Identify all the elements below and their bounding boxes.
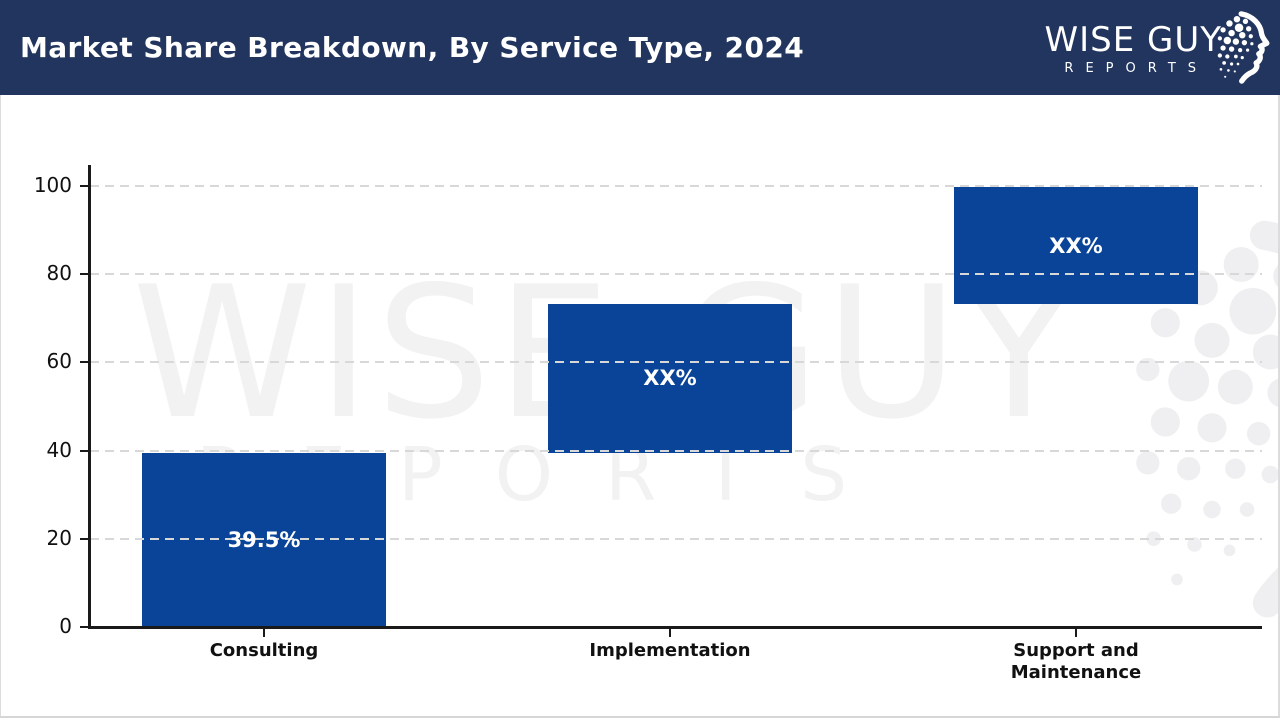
gridline-20 xyxy=(90,537,1262,540)
y-tick-label: 60 xyxy=(46,349,72,374)
x-category-label-implementation: Implementation xyxy=(589,640,751,661)
x-tick xyxy=(263,628,265,637)
y-tick xyxy=(80,361,88,364)
bar-value-label: XX% xyxy=(1049,233,1103,258)
y-tick-label: 80 xyxy=(46,261,72,286)
gridline-100 xyxy=(90,185,1262,187)
y-tick xyxy=(80,185,88,187)
gridline-80 xyxy=(90,273,1262,276)
gridline-40 xyxy=(90,449,1262,452)
bar-support-and-maintenance xyxy=(954,186,1198,305)
x-category-label-consulting: Consulting xyxy=(209,640,319,661)
page-title: Market Share Breakdown, By Service Type,… xyxy=(20,31,805,64)
logo-wordmark: WISE GUY xyxy=(1044,19,1222,60)
bar-implementation xyxy=(548,304,792,453)
y-tick xyxy=(80,273,88,276)
page-border-bottom xyxy=(0,716,1280,718)
y-tick-label: 40 xyxy=(46,437,72,462)
brand-logo: WISE GUY REPORTS xyxy=(1044,9,1270,87)
y-tick-label: 20 xyxy=(46,525,72,550)
x-tick xyxy=(1075,628,1077,637)
logo-subtitle: REPORTS xyxy=(1064,60,1209,76)
y-tick xyxy=(80,537,88,540)
y-tick xyxy=(80,449,88,452)
y-tick-label: 0 xyxy=(59,614,72,638)
header: Market Share Breakdown, By Service Type,… xyxy=(0,0,1280,95)
bar-consulting xyxy=(142,452,386,627)
page-border-right xyxy=(1278,95,1280,718)
x-category-label-support-and-maintenance: Support and Maintenance xyxy=(1010,640,1142,683)
page-border-left xyxy=(0,95,1,718)
x-tick xyxy=(669,628,671,637)
bar-value-label: 39.5% xyxy=(227,527,301,552)
brand-logo-text: WISE GUY REPORTS xyxy=(1044,22,1222,76)
y-axis-line xyxy=(88,165,91,629)
logo-face-icon xyxy=(1206,9,1270,87)
y-tick xyxy=(80,626,88,628)
bar-value-label: XX% xyxy=(643,366,697,391)
gridline-60 xyxy=(90,361,1262,364)
y-tick-label: 100 xyxy=(33,173,72,197)
x-axis-line xyxy=(88,626,1262,629)
